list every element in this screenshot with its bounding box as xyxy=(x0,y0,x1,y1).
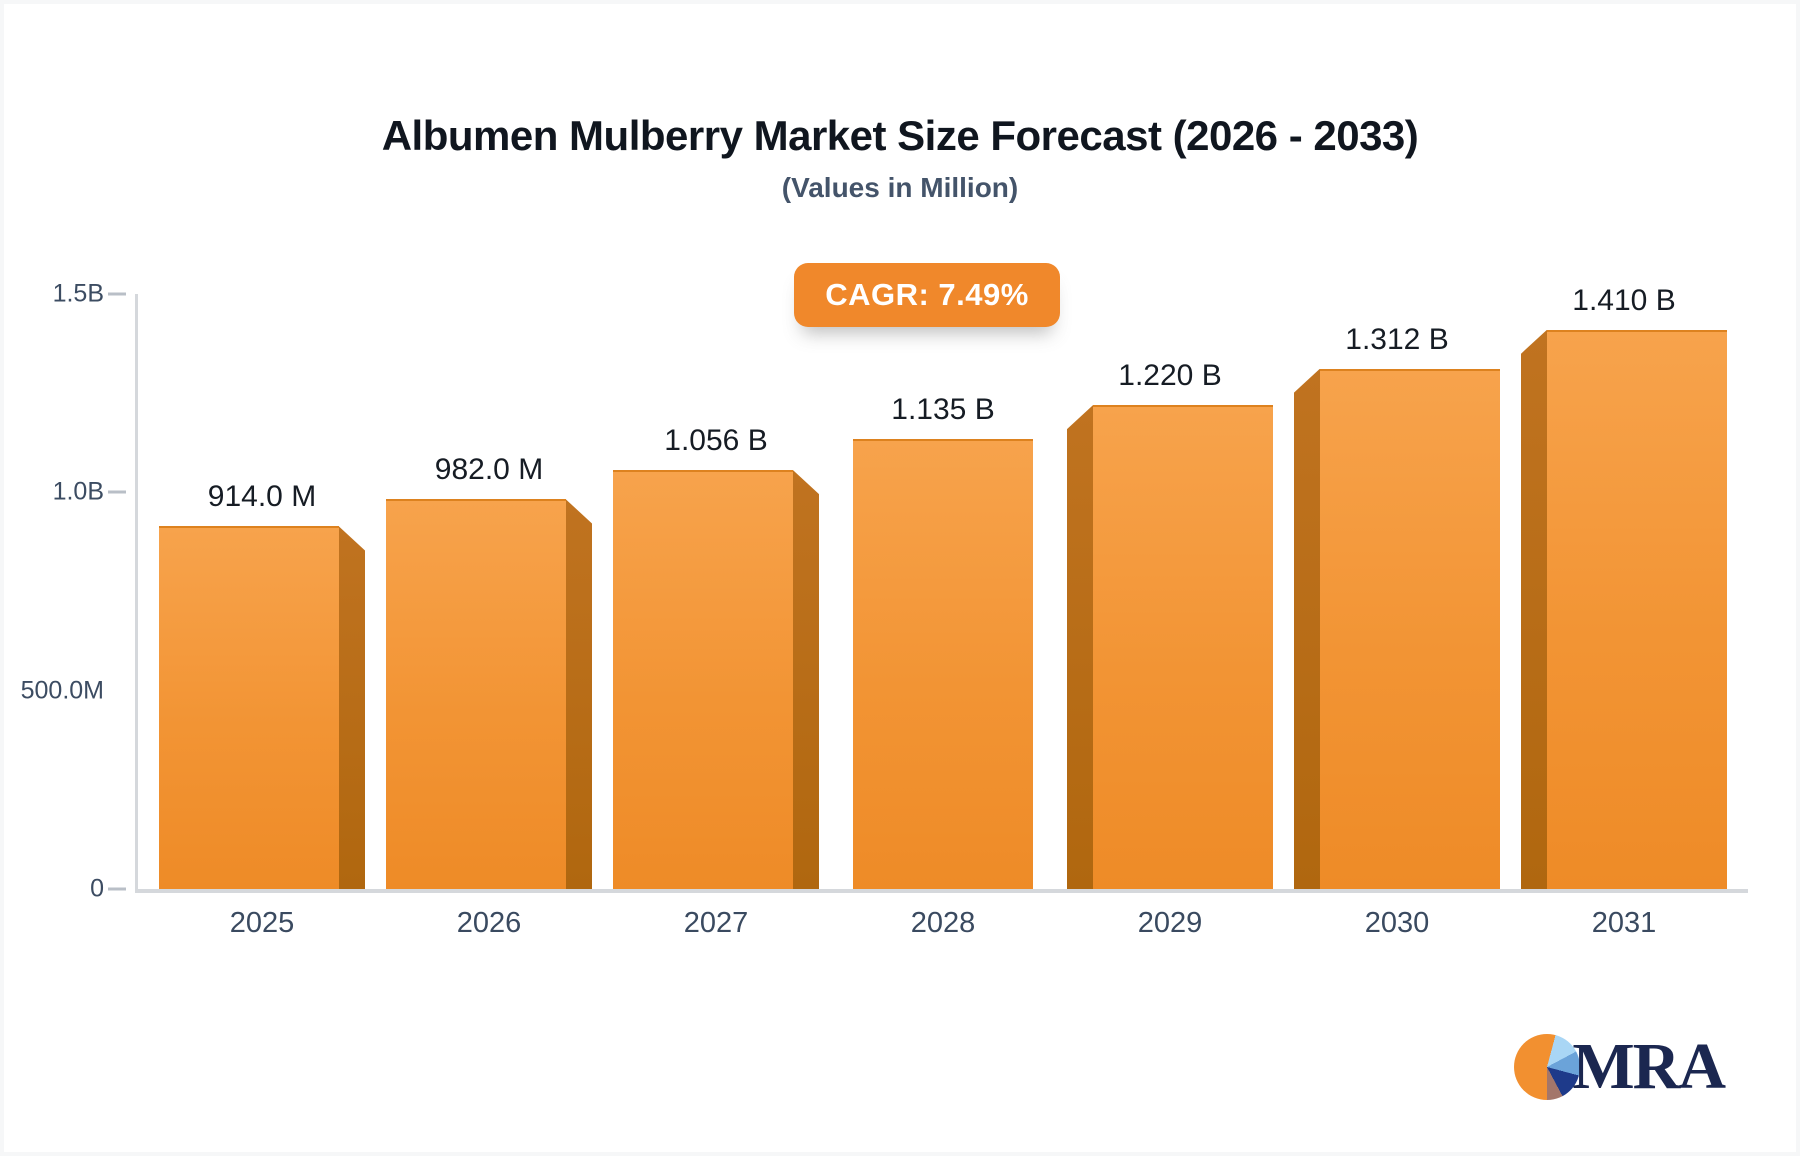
bar-face xyxy=(1320,368,1500,889)
x-axis-label: 2028 xyxy=(910,907,976,939)
x-axis-label: 2025 xyxy=(229,907,295,939)
bar-3d-side xyxy=(566,499,592,889)
logo: MRA xyxy=(1514,1030,1726,1103)
pie-chart-logo-icon xyxy=(1514,1034,1581,1100)
bar-2029: 1.220 B xyxy=(1067,359,1273,889)
x-axis-label: 2030 xyxy=(1364,907,1430,939)
bar-face xyxy=(159,526,339,889)
bar-slot: 1.135 B 2028 xyxy=(840,294,1046,939)
y-axis-label: 500.0M xyxy=(20,676,104,705)
bar-value-label: 1.220 B xyxy=(1118,359,1222,393)
y-axis-tick xyxy=(108,887,126,891)
bar-value-label: 1.135 B xyxy=(891,392,995,426)
bar-2028: 1.135 B xyxy=(840,393,1046,889)
bar-value-label: 1.312 B xyxy=(1345,322,1449,356)
bar-slot: 914.0 M 2025 xyxy=(159,294,365,939)
plot-area: 914.0 M 2025 982.0 M 2026 1.056 B 2027 1.135 B… xyxy=(135,284,1748,939)
bar-slot: 1.056 B 2027 xyxy=(613,294,819,939)
chart-subtitle: (Values in Million) xyxy=(781,172,1019,203)
bar-face xyxy=(1093,405,1273,889)
bar-face xyxy=(386,499,566,889)
bar-3d-side xyxy=(793,470,819,889)
x-axis-label: 2027 xyxy=(683,907,749,939)
y-axis-label: 1.5B xyxy=(52,279,104,308)
bar-2031: 1.410 B xyxy=(1521,284,1727,889)
bar-3d-side xyxy=(339,526,365,889)
bar-3d-side xyxy=(1294,368,1320,889)
bar-value-label: 1.056 B xyxy=(664,424,768,458)
bar-slot: 1.410 B 2031 xyxy=(1521,284,1727,939)
bar-2030: 1.312 B xyxy=(1294,323,1500,889)
y-axis-tick xyxy=(108,292,126,296)
bar-slot: 1.220 B 2029 xyxy=(1067,294,1273,939)
bar-value-label: 914.0 M xyxy=(207,480,317,514)
bar-3d-side xyxy=(1521,329,1547,889)
logo-text: MRA xyxy=(1572,1030,1726,1103)
y-axis-tick xyxy=(108,490,126,494)
bar-2027: 1.056 B xyxy=(613,424,819,889)
bar-value-label: 982.0 M xyxy=(434,453,544,487)
y-axis-label: 1.0B xyxy=(52,477,104,506)
chart-card: Albumen Mulberry Market Size Forecast (2… xyxy=(4,4,1796,1152)
bar-face xyxy=(613,470,793,889)
bar-2025: 914.0 M xyxy=(159,480,365,889)
y-axis-label: 0 xyxy=(90,874,104,903)
bar-2026: 982.0 M xyxy=(386,453,592,889)
bar-face xyxy=(1547,329,1727,889)
bar-value-label: 1.410 B xyxy=(1572,283,1676,317)
x-axis-label: 2029 xyxy=(1137,907,1203,939)
bar-3d-side xyxy=(1067,405,1093,889)
x-axis-label: 2026 xyxy=(456,907,522,939)
chart-title: Albumen Mulberry Market Size Forecast (2… xyxy=(381,112,1419,159)
bar-slot: 982.0 M 2026 xyxy=(386,294,592,939)
bar-face xyxy=(853,438,1033,889)
x-axis-label: 2031 xyxy=(1591,907,1657,939)
cagr-badge: CAGR: 7.49% xyxy=(794,263,1060,327)
bar-slot: 1.312 B 2030 xyxy=(1294,294,1500,939)
